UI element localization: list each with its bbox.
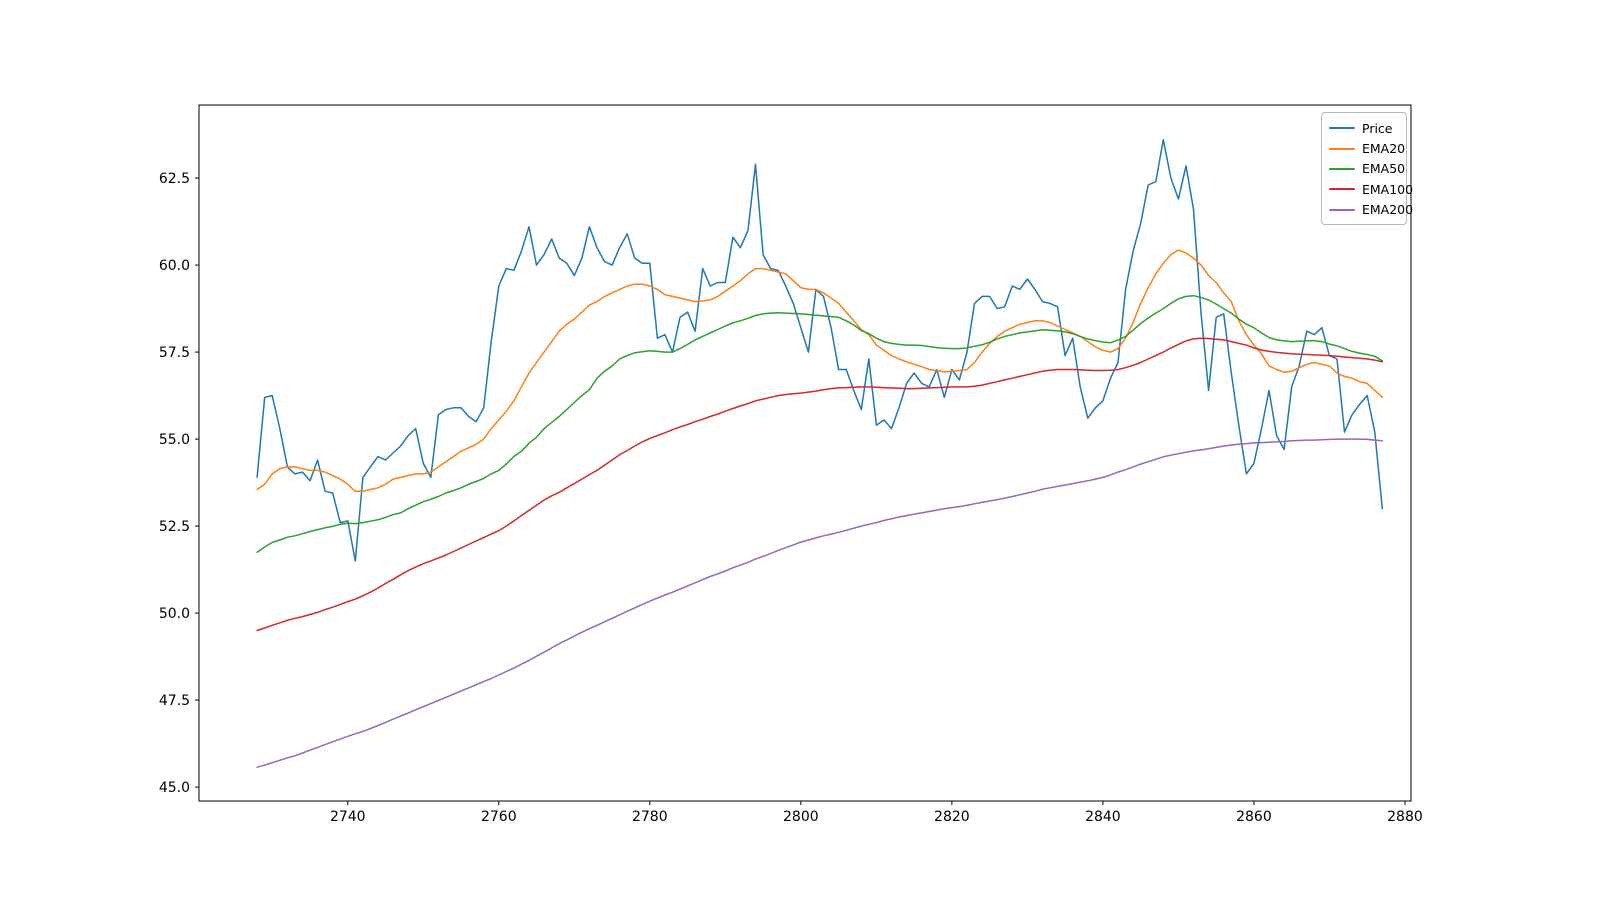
- y-tick-label: 52.5: [159, 519, 190, 535]
- x-tick-label: 2840: [1085, 809, 1121, 825]
- y-tick-label: 50.0: [159, 606, 190, 622]
- legend-label-ema200: EMA200: [1362, 202, 1414, 218]
- x-tick-label: 2800: [783, 809, 819, 825]
- legend: Price EMA20 EMA50 EMA100 EMA200: [1321, 112, 1413, 225]
- legend-item-price: Price: [1329, 118, 1401, 138]
- series-line-ema200: [256, 438, 1384, 768]
- legend-item-ema200: EMA200: [1329, 200, 1413, 220]
- x-tick-label: 2780: [632, 809, 668, 825]
- legend-item-ema20: EMA20: [1329, 138, 1405, 158]
- series-line-ema20: [256, 249, 1384, 493]
- y-tick-label: 45.0: [159, 780, 190, 796]
- y-tick-label: 47.5: [159, 693, 190, 709]
- x-tick-label: 2760: [481, 809, 517, 825]
- x-tick-label: 2740: [330, 809, 366, 825]
- y-tick-label: 55.0: [159, 432, 190, 448]
- legend-line-sample-ema100: [1329, 188, 1355, 191]
- legend-label-ema100: EMA100: [1362, 181, 1414, 197]
- legend-line-sample-ema20: [1329, 147, 1355, 150]
- x-tick-label: 2880: [1387, 809, 1423, 825]
- series-line-price: [256, 139, 1384, 562]
- x-tick-label: 2820: [934, 809, 970, 825]
- legend-item-ema100: EMA100: [1329, 179, 1413, 199]
- legend-label-ema20: EMA20: [1362, 141, 1406, 157]
- legend-item-ema50: EMA50: [1329, 159, 1405, 179]
- legend-label-ema50: EMA50: [1362, 161, 1406, 177]
- legend-line-sample-price: [1329, 127, 1355, 130]
- legend-line-sample-ema50: [1329, 167, 1355, 170]
- legend-label-price: Price: [1362, 120, 1393, 136]
- y-tick-label: 60.0: [159, 258, 190, 274]
- x-tick-label: 2860: [1236, 809, 1272, 825]
- series-line-ema50: [256, 294, 1384, 553]
- axes-frame: [198, 104, 1412, 802]
- y-tick-label: 62.5: [159, 171, 190, 187]
- legend-line-sample-ema200: [1329, 208, 1355, 211]
- series-line-ema100: [256, 337, 1384, 632]
- y-tick-label: 57.5: [159, 345, 190, 361]
